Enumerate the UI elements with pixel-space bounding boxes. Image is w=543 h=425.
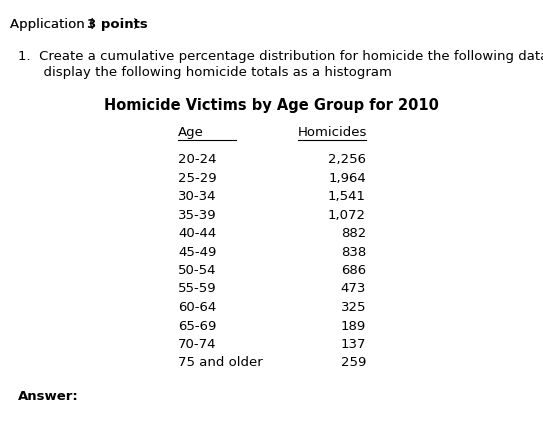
- Text: 55-59: 55-59: [178, 283, 217, 295]
- Text: 686: 686: [341, 264, 366, 277]
- Text: 1,072: 1,072: [328, 209, 366, 221]
- Text: 259: 259: [340, 357, 366, 369]
- Text: Homicides: Homicides: [298, 126, 368, 139]
- Text: Age: Age: [178, 126, 204, 139]
- Text: Application (: Application (: [10, 18, 94, 31]
- Text: 882: 882: [341, 227, 366, 240]
- Text: 2,256: 2,256: [328, 153, 366, 166]
- Text: 70-74: 70-74: [178, 338, 217, 351]
- Text: 30-34: 30-34: [178, 190, 217, 203]
- Text: Application (: Application (: [10, 18, 94, 31]
- Text: ): ): [133, 18, 138, 31]
- Text: 325: 325: [340, 301, 366, 314]
- Text: 1,541: 1,541: [328, 190, 366, 203]
- Text: 25-29: 25-29: [178, 172, 217, 184]
- Text: 1.  Create a cumulative percentage distribution for homicide the following data : 1. Create a cumulative percentage distri…: [18, 50, 543, 63]
- Text: Answer:: Answer:: [18, 390, 79, 403]
- Text: 40-44: 40-44: [178, 227, 216, 240]
- Text: 45-49: 45-49: [178, 246, 216, 258]
- Text: 3 points: 3 points: [87, 18, 148, 31]
- Text: 838: 838: [341, 246, 366, 258]
- Text: 473: 473: [340, 283, 366, 295]
- Text: Application (: Application (: [10, 18, 94, 31]
- Text: 60-64: 60-64: [178, 301, 216, 314]
- Text: 1,964: 1,964: [329, 172, 366, 184]
- Text: 35-39: 35-39: [178, 209, 217, 221]
- Text: 50-54: 50-54: [178, 264, 217, 277]
- Text: 65-69: 65-69: [178, 320, 216, 332]
- Text: 20-24: 20-24: [178, 153, 217, 166]
- Text: Homicide Victims by Age Group for 2010: Homicide Victims by Age Group for 2010: [104, 98, 438, 113]
- Text: display the following homicide totals as a histogram: display the following homicide totals as…: [18, 66, 392, 79]
- Text: 189: 189: [341, 320, 366, 332]
- Text: 137: 137: [340, 338, 366, 351]
- Text: 75 and older: 75 and older: [178, 357, 263, 369]
